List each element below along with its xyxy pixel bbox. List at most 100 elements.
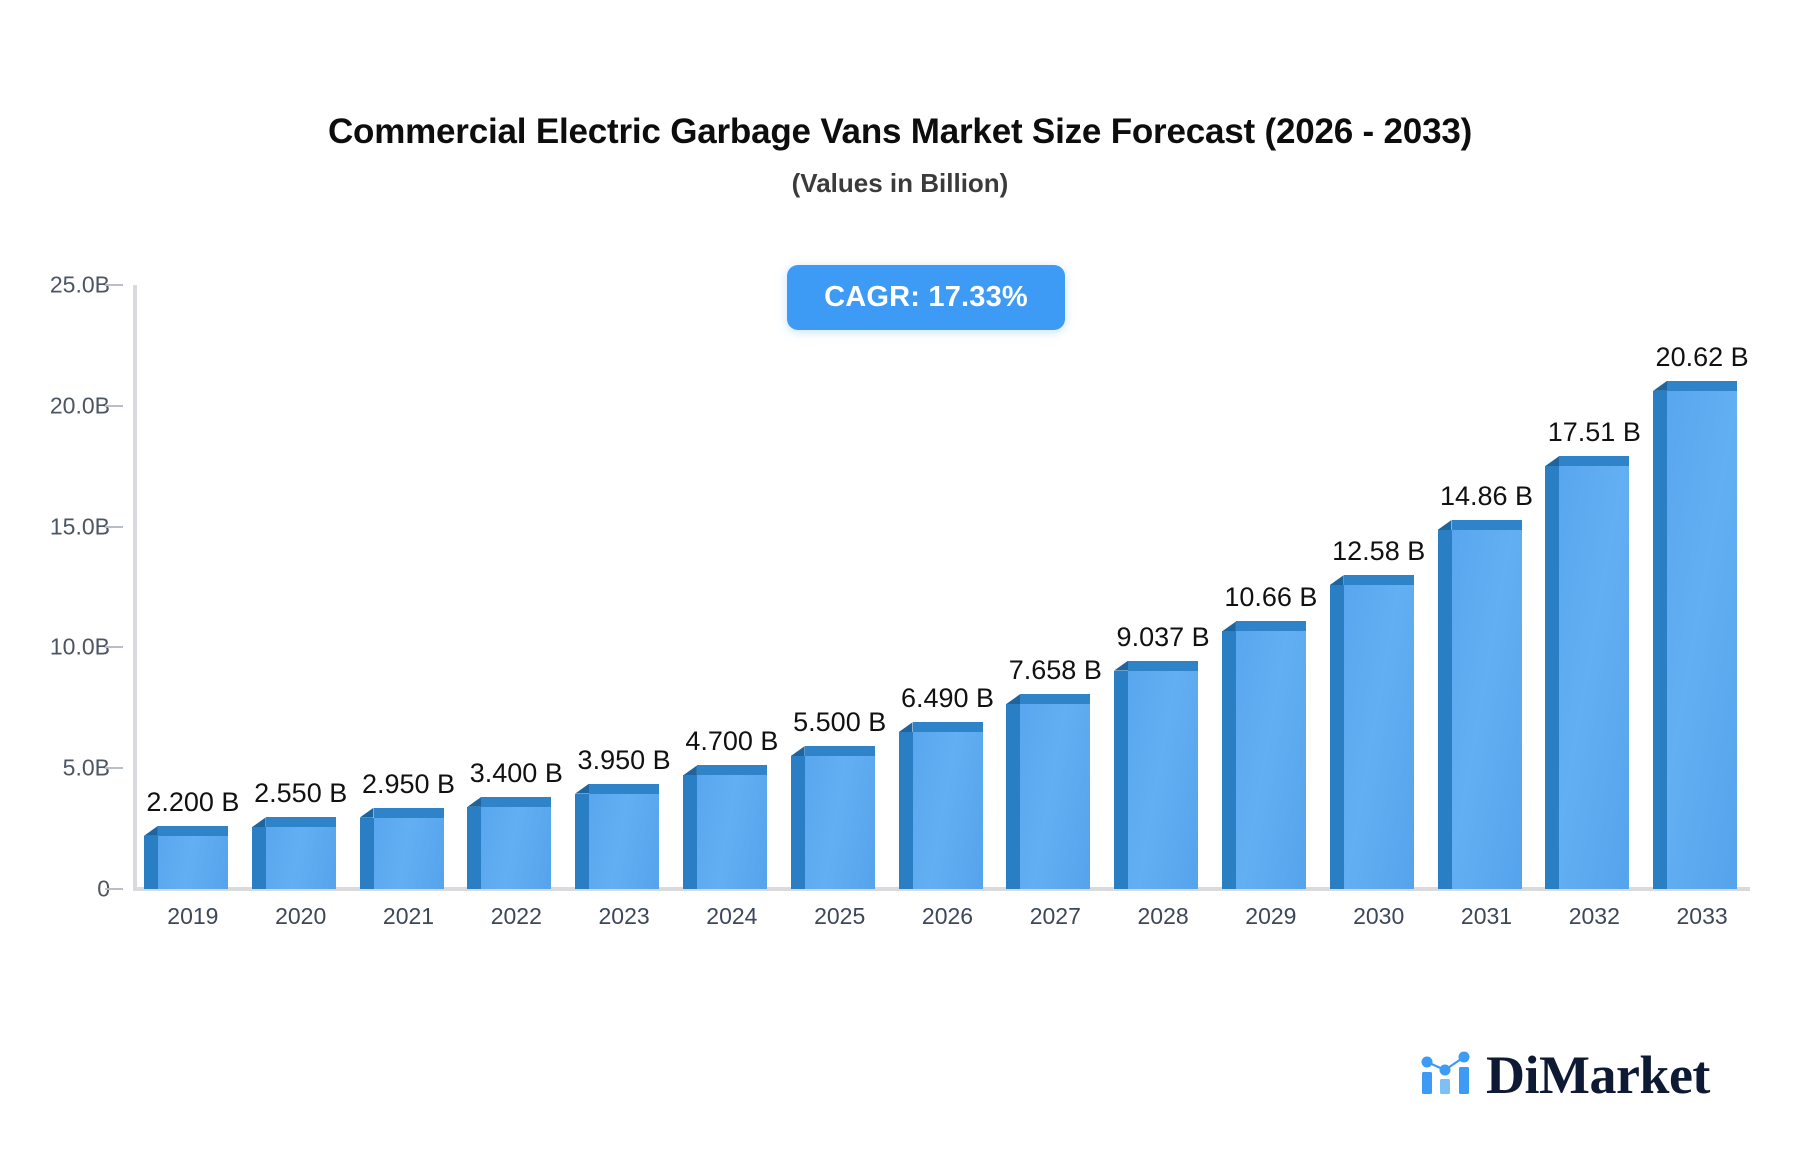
bar-top-face — [1020, 693, 1091, 704]
y-axis-tick-label: 10.0B — [49, 633, 110, 660]
x-axis-tick-label: 2025 — [814, 903, 866, 929]
bar: 3.950 B — [575, 745, 671, 889]
bar-column: 20.62 B — [1653, 285, 1749, 889]
bar-top-face — [1559, 455, 1630, 466]
bar: 17.51 B — [1545, 417, 1641, 889]
bar-side-face — [1653, 390, 1668, 889]
bar-top-face — [804, 746, 875, 757]
bar-side-face — [682, 775, 697, 889]
bar-side-face — [251, 827, 266, 889]
bar-side-top-face — [1437, 519, 1452, 530]
bar-top-face — [1667, 380, 1738, 391]
bar-value-label: 17.51 B — [1547, 416, 1641, 447]
y-axis-tick-mark — [105, 888, 123, 890]
y-axis-tick-mark — [105, 525, 123, 528]
bar-front-face — [1020, 703, 1091, 889]
bar: 5.500 B — [790, 707, 886, 889]
bar-side-top-face — [1545, 455, 1560, 466]
bar-top-face — [1451, 519, 1522, 530]
bar-column: 10.66 B — [1221, 285, 1317, 889]
x-axis-tick-label: 2028 — [1137, 903, 1189, 929]
bar-column: 3.400 B — [467, 285, 563, 889]
bar-side-top-face — [1653, 380, 1668, 391]
bar-front-face — [1343, 585, 1414, 889]
x-axis-tick-label: 2033 — [1676, 903, 1728, 929]
bar-side-face — [898, 732, 913, 889]
bar-side-face — [1437, 529, 1452, 889]
bar-column: 9.037 B — [1114, 285, 1210, 889]
y-axis-tick-label: 20.0B — [49, 392, 110, 419]
bar: 2.550 B — [251, 778, 347, 889]
bar-side-top-face — [898, 722, 913, 733]
bar-column: 12.58 B — [1329, 285, 1425, 889]
bar: 20.62 B — [1653, 342, 1749, 889]
bar-side-top-face — [1006, 693, 1021, 704]
bar-side-face — [575, 793, 590, 889]
bar-side-face — [467, 806, 482, 889]
x-axis-tick-label: 2027 — [1029, 903, 1081, 929]
logo-text: DiMarket — [1486, 1045, 1710, 1105]
y-axis-tick-mark — [105, 646, 123, 649]
bar-side-face — [1006, 703, 1021, 889]
bar: 14.86 B — [1437, 481, 1533, 889]
x-axis-tick-label: 2031 — [1460, 903, 1513, 929]
bar-top-face — [912, 722, 983, 733]
bar-value-label: 6.490 B — [900, 683, 995, 714]
y-axis-tick-label: 0 — [97, 875, 110, 902]
bar-value-label: 2.200 B — [146, 786, 240, 817]
page-title: Commercial Electric Garbage Vans Market … — [327, 112, 1473, 151]
cagr-badge: CAGR: 17.33% — [787, 265, 1065, 330]
x-axis-line — [133, 887, 1750, 891]
bar-column: 3.950 B — [575, 285, 671, 889]
bar-front-face — [589, 793, 660, 889]
bar-value-label: 14.86 B — [1439, 480, 1534, 511]
bar-front-face — [373, 817, 444, 889]
y-axis-tick-mark — [105, 284, 123, 286]
bar: 6.490 B — [898, 683, 994, 889]
bar-front-face — [481, 806, 552, 889]
bar-value-label: 7.658 B — [1008, 654, 1102, 685]
bar-side-face — [143, 835, 158, 889]
bar-side-face — [1329, 585, 1344, 889]
bar-value-label: 10.66 B — [1224, 582, 1318, 613]
bar: 7.658 B — [1006, 655, 1102, 889]
bar-column: 4.700 B — [682, 285, 778, 889]
x-axis-tick-label: 2019 — [167, 903, 219, 929]
bar-top-face — [157, 825, 228, 836]
bar: 10.66 B — [1221, 582, 1317, 889]
bar-top-face — [265, 817, 336, 828]
bar-side-face — [359, 817, 374, 889]
bar: 2.200 B — [143, 787, 239, 889]
bar: 12.58 B — [1329, 536, 1425, 889]
cagr-badge-label: CAGR: 17.33% — [824, 281, 1028, 313]
bar: 2.950 B — [359, 769, 455, 889]
x-axis-tick-label: 2023 — [598, 903, 650, 929]
bar-column: 7.658 B — [1006, 285, 1102, 889]
bar-side-top-face — [143, 825, 158, 836]
y-axis-tick-mark — [105, 767, 123, 770]
x-axis-tick-label: 2020 — [275, 903, 327, 929]
bar-value-label: 2.550 B — [254, 778, 348, 809]
bar-side-face — [1221, 631, 1236, 889]
bar-column: 5.500 B — [790, 285, 886, 889]
bar-column: 2.200 B — [143, 285, 239, 889]
bar-side-top-face — [1114, 660, 1129, 671]
bar-side-top-face — [790, 746, 805, 757]
bar-top-face — [481, 796, 552, 807]
bar-top-face — [1343, 575, 1414, 586]
bar-side-face — [1114, 670, 1129, 889]
bar-value-label: 3.950 B — [577, 744, 671, 775]
bar-value-label: 12.58 B — [1332, 536, 1426, 567]
bar-column: 17.51 B — [1545, 285, 1641, 889]
bar-side-top-face — [1329, 575, 1344, 586]
title-block: Commercial Electric Garbage Vans Market … — [0, 112, 1800, 199]
bar-side-top-face — [1221, 621, 1236, 632]
x-axis-tick-label: 2021 — [382, 903, 435, 929]
bar-front-face — [804, 756, 875, 889]
bar-side-face — [790, 756, 805, 889]
bar-column: 2.950 B — [359, 285, 455, 889]
y-axis-tick-label: 5.0B — [62, 754, 110, 781]
bar-side-face — [1545, 465, 1560, 889]
bar-front-face — [696, 775, 767, 889]
bar-side-top-face — [467, 796, 482, 807]
